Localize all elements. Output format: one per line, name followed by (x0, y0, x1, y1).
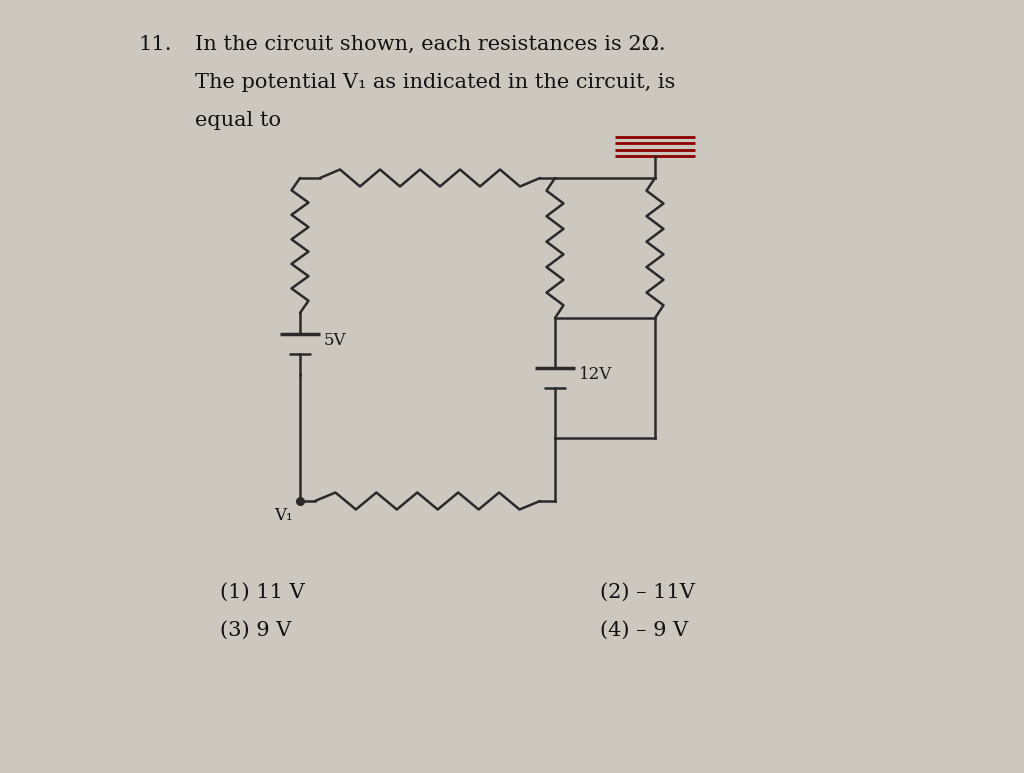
Text: (4) – 9 V: (4) – 9 V (600, 621, 688, 640)
Text: In the circuit shown, each resistances is 2Ω.: In the circuit shown, each resistances i… (195, 35, 666, 54)
Text: 5V: 5V (324, 332, 346, 349)
Text: (3) 9 V: (3) 9 V (220, 621, 292, 640)
Text: V₁: V₁ (274, 507, 293, 524)
Text: 11.: 11. (138, 35, 171, 54)
Text: The potential V₁ as indicated in the circuit, is: The potential V₁ as indicated in the cir… (195, 73, 676, 92)
Text: (2) – 11V: (2) – 11V (600, 583, 695, 602)
Text: (1) 11 V: (1) 11 V (220, 583, 305, 602)
Text: equal to: equal to (195, 111, 281, 130)
Text: 12V: 12V (579, 366, 612, 383)
